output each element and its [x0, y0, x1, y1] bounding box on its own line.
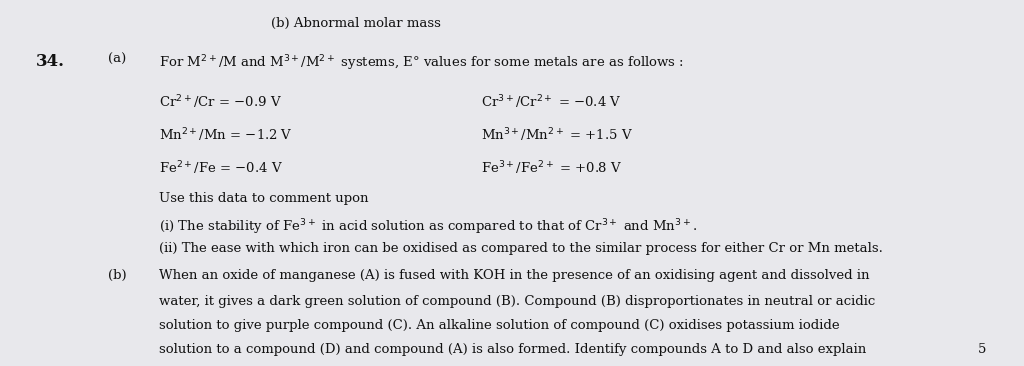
Text: Mn$^{3+}$/Mn$^{2+}$ = +1.5 V: Mn$^{3+}$/Mn$^{2+}$ = +1.5 V: [481, 126, 633, 144]
Text: (a): (a): [108, 53, 126, 66]
Text: Fe$^{3+}$/Fe$^{2+}$ = +0.8 V: Fe$^{3+}$/Fe$^{2+}$ = +0.8 V: [481, 159, 623, 177]
Text: water, it gives a dark green solution of compound (B). Compound (B) disproportio: water, it gives a dark green solution of…: [159, 295, 874, 308]
Text: Cr$^{2+}$/Cr = −0.9 V: Cr$^{2+}$/Cr = −0.9 V: [159, 93, 282, 111]
Text: Cr$^{3+}$/Cr$^{2+}$ = −0.4 V: Cr$^{3+}$/Cr$^{2+}$ = −0.4 V: [481, 93, 622, 111]
Text: (i) The stability of Fe$^{3+}$ in acid solution as compared to that of Cr$^{3+}$: (i) The stability of Fe$^{3+}$ in acid s…: [159, 218, 696, 238]
Text: solution to a compound (D) and compound (A) is also formed. Identify compounds A: solution to a compound (D) and compound …: [159, 343, 866, 356]
Text: Use this data to comment upon: Use this data to comment upon: [159, 192, 369, 205]
Text: 5: 5: [978, 343, 986, 356]
Text: When an oxide of manganese (A) is fused with KOH in the presence of an oxidising: When an oxide of manganese (A) is fused …: [159, 269, 869, 282]
Text: For M$^{2+}$/M and M$^{3+}$/M$^{2+}$ systems, E° values for some metals are as f: For M$^{2+}$/M and M$^{3+}$/M$^{2+}$ sys…: [159, 53, 684, 73]
Text: Fe$^{2+}$/Fe = −0.4 V: Fe$^{2+}$/Fe = −0.4 V: [159, 159, 283, 177]
Text: Mn$^{2+}$/Mn = −1.2 V: Mn$^{2+}$/Mn = −1.2 V: [159, 126, 293, 144]
Text: (ii) The ease with which iron can be oxidised as compared to the similar process: (ii) The ease with which iron can be oxi…: [159, 242, 883, 255]
Text: solution to give purple compound (C). An alkaline solution of compound (C) oxidi: solution to give purple compound (C). An…: [159, 319, 840, 332]
Text: 34.: 34.: [36, 53, 65, 70]
Text: (b) Abnormal molar mass: (b) Abnormal molar mass: [271, 16, 441, 30]
Text: (b): (b): [108, 269, 126, 282]
